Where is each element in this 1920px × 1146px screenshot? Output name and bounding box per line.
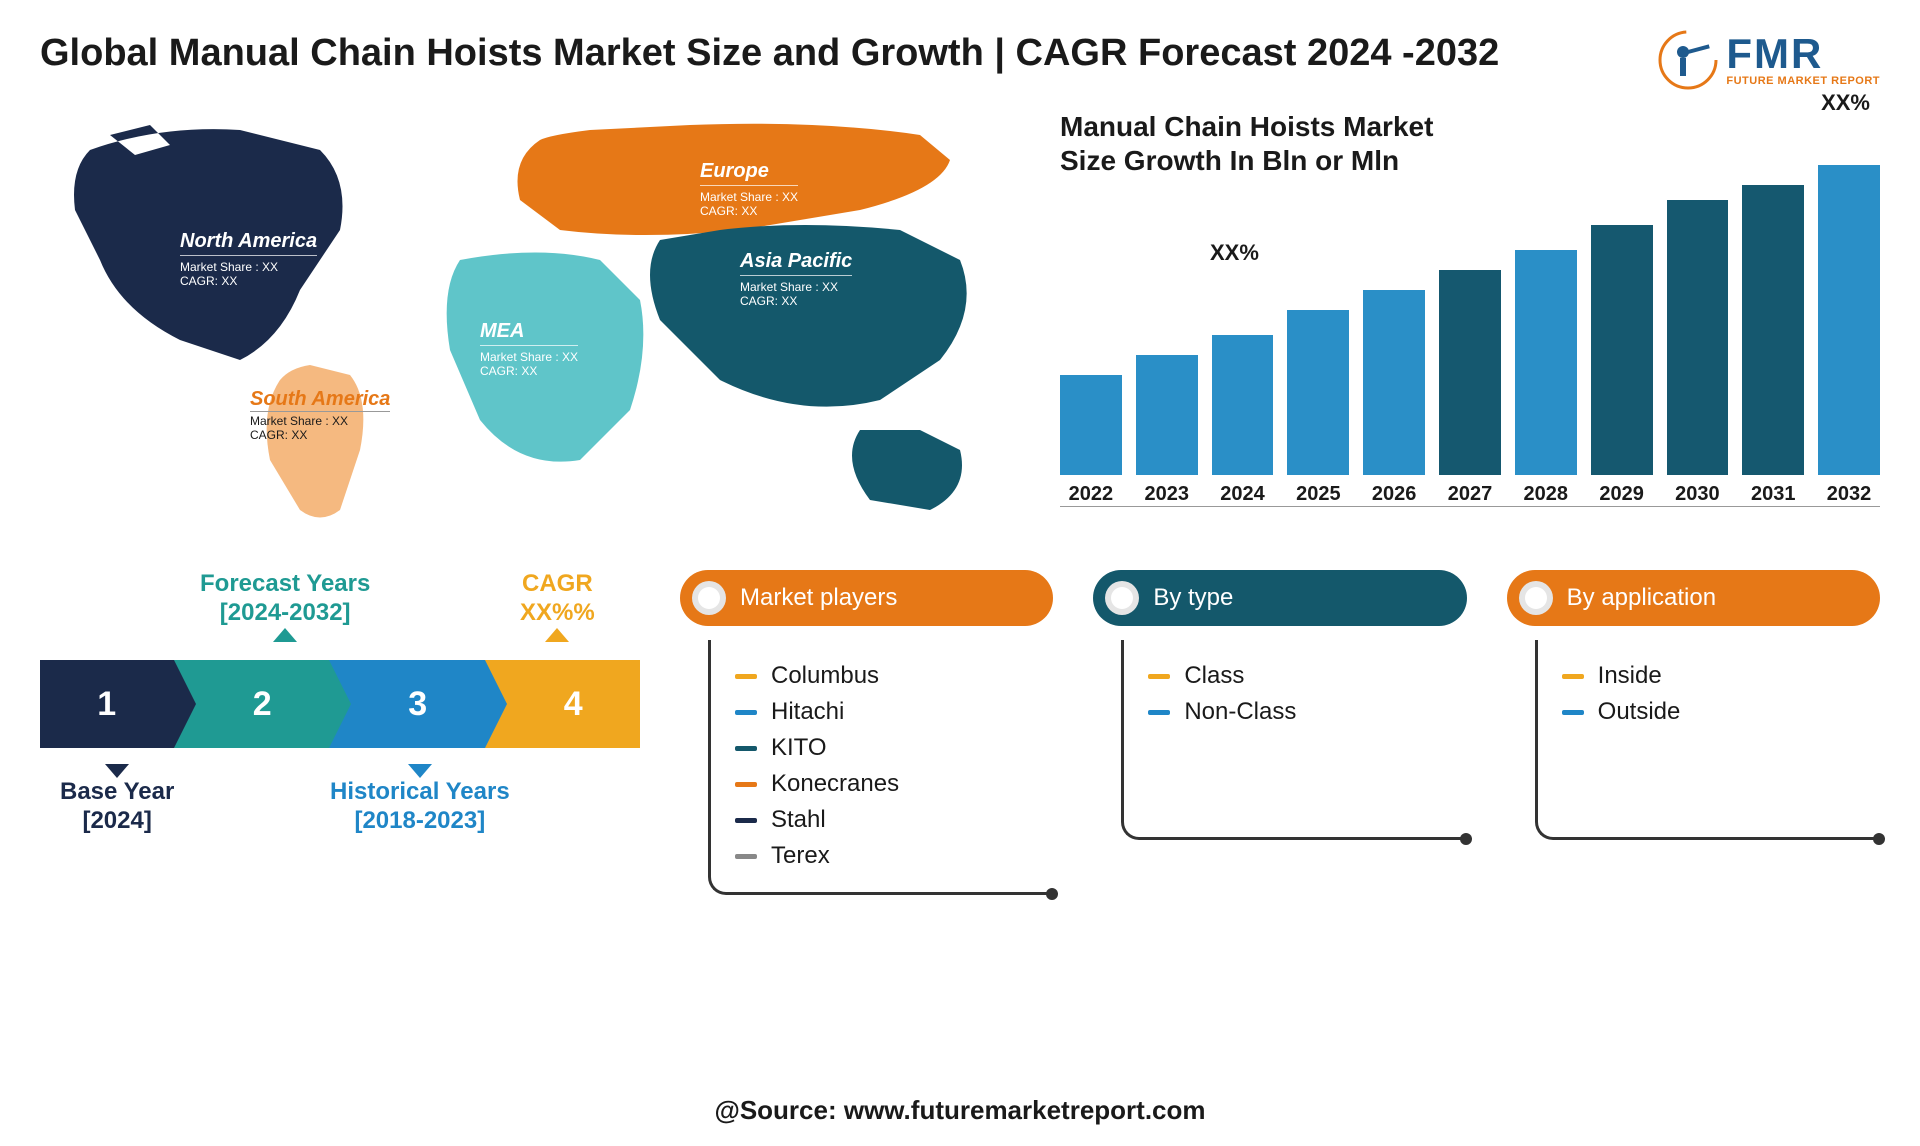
label-south-america: South America Market Share : XX CAGR: XX [250,388,390,442]
bullet-icon [735,782,757,787]
bullet-icon [1562,674,1584,679]
label-asia-pacific: Asia Pacific Market Share : XX CAGR: XX [740,250,852,308]
label-mea: MEA Market Share : XX CAGR: XX [480,320,578,378]
bar-year-label: 2028 [1524,483,1569,506]
chart-annot-right: XX% [1821,90,1870,116]
bar-rect [1363,290,1425,475]
bullet-icon [1148,674,1170,679]
bullet-icon [735,854,757,859]
bar-rect [1136,355,1198,475]
by-application-header: By application [1507,570,1880,626]
list-item: KITO [735,730,1033,766]
bar-2030: 2030 [1667,200,1729,506]
list-item: Outside [1562,694,1860,730]
list-item-label: Hitachi [771,698,844,726]
list-item-label: Class [1184,662,1244,690]
bar-rect [1818,165,1880,475]
logo-text-main: FMR [1726,33,1880,75]
bar-year-label: 2026 [1372,483,1417,506]
label-europe: Europe Market Share : XX CAGR: XX [700,160,798,218]
bar-2029: 2029 [1591,225,1653,506]
bullet-icon [735,674,757,679]
bar-rect [1060,375,1122,475]
bar-rect [1439,270,1501,475]
list-item-label: Stahl [771,806,826,834]
bullet-icon [1562,710,1584,715]
bar-year-label: 2030 [1675,483,1720,506]
list-item-label: Non-Class [1184,698,1296,726]
market-players-header: Market players [680,570,1053,626]
timeline-seg-2: 2 [174,660,330,748]
bar-2028: 2028 [1515,250,1577,506]
page-title: Global Manual Chain Hoists Market Size a… [40,30,1499,78]
label-north-america: North America Market Share : XX CAGR: XX [180,230,317,288]
bar-rect [1287,310,1349,475]
bar-year-label: 2031 [1751,483,1796,506]
cagr-indicator: CAGRXX%% [520,570,595,648]
list-item-label: Konecranes [771,770,899,798]
list-item-label: Terex [771,842,830,870]
bar-2031: 2031 [1742,185,1804,506]
forecast-indicator: Forecast Years[2024-2032] [200,570,370,648]
timeline-seg-3: 3 [329,660,485,748]
list-item: Non-Class [1148,694,1446,730]
bullet-icon [735,710,757,715]
bar-year-label: 2032 [1827,483,1872,506]
timeline-seg-4: 4 [485,660,641,748]
list-item: Konecranes [735,766,1033,802]
by-type-column: By type Class Non-Class [1093,570,1466,840]
list-item-label: Columbus [771,662,879,690]
bar-year-label: 2022 [1069,483,1114,506]
list-item: Inside [1562,658,1860,694]
bar-rect [1515,250,1577,475]
bar-year-label: 2025 [1296,483,1341,506]
bullet-icon [1148,710,1170,715]
list-item-label: Inside [1598,662,1662,690]
fmr-logo: FMR FUTURE MARKET REPORT [1658,30,1880,90]
list-item: Hitachi [735,694,1033,730]
logo-text-sub: FUTURE MARKET REPORT [1726,75,1880,87]
bar-rect [1212,335,1274,475]
bar-year-label: 2024 [1220,483,1265,506]
timeline-seg-1: 1 [40,660,174,748]
timeline: Forecast Years[2024-2032] CAGRXX%% 1234 … [40,570,640,878]
base-year-indicator: Base Year[2024] [60,758,174,836]
chart-title: Manual Chain Hoists Market Size Growth I… [1060,110,1480,177]
bar-2022: 2022 [1060,375,1122,506]
bar-rect [1742,185,1804,475]
bar-rect [1667,200,1729,475]
bar-2025: 2025 [1287,310,1349,506]
bar-year-label: 2027 [1448,483,1493,506]
bar-year-label: 2029 [1599,483,1644,506]
bullet-icon [735,746,757,751]
bar-2023: 2023 [1136,355,1198,506]
bar-2026: 2026 [1363,290,1425,506]
bar-2024: 2024 [1212,335,1274,506]
bar-2027: 2027 [1439,270,1501,506]
list-item: Stahl [735,802,1033,838]
bar-chart: Manual Chain Hoists Market Size Growth I… [1060,110,1880,530]
market-players-column: Market players Columbus Hitachi KITO Konecr… [680,570,1053,895]
bullet-icon [735,818,757,823]
historical-indicator: Historical Years[2018-2023] [330,758,510,836]
world-map: North America Market Share : XX CAGR: XX… [40,110,1020,530]
list-item-label: Outside [1598,698,1681,726]
bar-rect [1591,225,1653,475]
bar-year-label: 2023 [1144,483,1189,506]
fmr-logo-icon [1658,30,1718,90]
chart-annot-left: XX% [1210,240,1259,266]
list-item: Terex [735,838,1033,874]
list-item: Columbus [735,658,1033,694]
list-item: Class [1148,658,1446,694]
by-application-column: By application Inside Outside [1507,570,1880,840]
list-item-label: KITO [771,734,827,762]
source-text: @Source: www.futuremarketreport.com [714,1095,1205,1126]
bar-2032: 2032 [1818,165,1880,506]
by-type-header: By type [1093,570,1466,626]
